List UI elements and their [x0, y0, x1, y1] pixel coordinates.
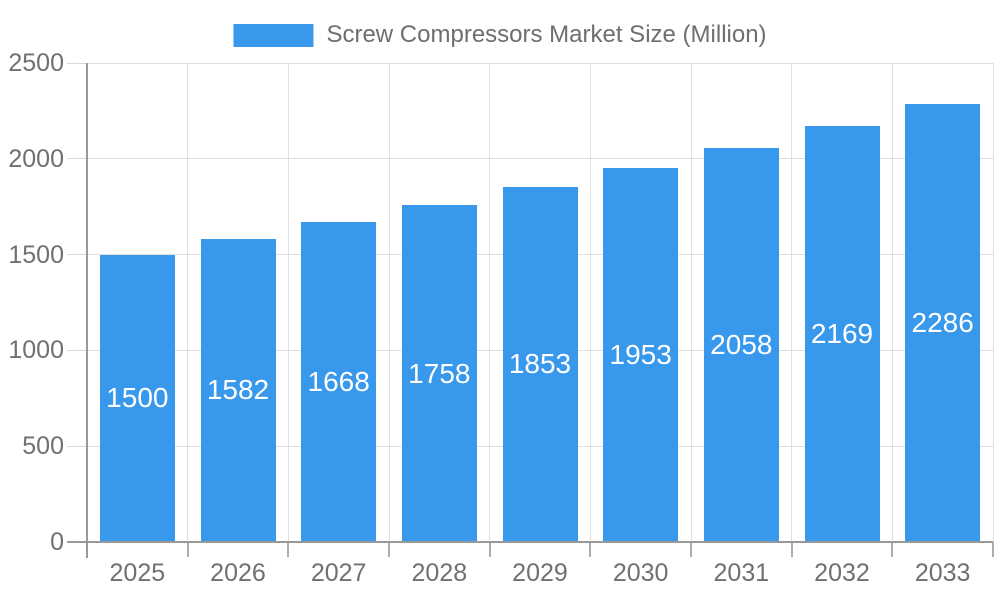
bar-value-label: 1853 [508, 348, 572, 380]
x-tick [186, 542, 189, 557]
gridline-v [589, 63, 591, 542]
bar-value-label: 2169 [810, 318, 874, 350]
gridline-v [388, 63, 390, 542]
legend-item[interactable]: Screw Compressors Market Size (Million) [233, 21, 767, 49]
y-tick-label: 0 [50, 528, 64, 556]
gridline-v [992, 63, 994, 542]
x-tick [891, 542, 894, 557]
bar-value-label: 1500 [106, 382, 169, 414]
x-tick-label: 2027 [310, 559, 367, 587]
gridline-h [87, 62, 993, 64]
y-tick-label: 1000 [8, 336, 64, 365]
x-tick [790, 542, 793, 557]
gridline-v [489, 63, 491, 542]
x-tick-label: 2033 [914, 559, 971, 587]
x-tick [589, 542, 592, 557]
gridline-v [791, 63, 793, 542]
x-tick [287, 542, 290, 557]
bar: 1953 [603, 167, 679, 542]
y-axis-line [86, 63, 88, 558]
bar-value-label: 2286 [911, 306, 974, 338]
x-tick [488, 542, 491, 557]
y-tick [67, 62, 87, 64]
x-tick [388, 542, 390, 557]
bar-value-label: 2058 [710, 328, 773, 360]
bar: 2286 [905, 104, 981, 542]
y-tick [67, 254, 87, 256]
bar: 2058 [703, 147, 779, 542]
y-tick-label: 500 [22, 432, 64, 461]
bar: 1853 [502, 186, 578, 542]
y-tick-label: 2000 [8, 144, 64, 173]
bar: 1668 [301, 222, 377, 542]
gridline-v [287, 63, 289, 542]
y-tick [67, 445, 87, 447]
gridline-h [87, 158, 993, 160]
x-axis-line [67, 541, 993, 543]
bar-value-label: 1953 [609, 338, 672, 370]
bar: 1500 [99, 254, 175, 542]
x-tick-label: 2025 [109, 559, 166, 587]
y-tick [67, 158, 87, 160]
gridline-v [187, 63, 189, 542]
bar: 1758 [401, 205, 477, 542]
bar: 1582 [200, 238, 276, 542]
x-tick-label: 2026 [210, 559, 266, 587]
y-tick-label: 2500 [8, 49, 64, 77]
bar: 2169 [804, 126, 880, 542]
bar-value-label: 1668 [307, 366, 370, 398]
x-tick [992, 542, 994, 557]
bar-value-label: 1582 [206, 374, 270, 406]
legend-label: Screw Compressors Market Size (Million) [326, 21, 767, 48]
gridline-v [891, 63, 893, 542]
x-tick-label: 2030 [612, 559, 669, 587]
x-tick-label: 2028 [411, 559, 468, 587]
x-tick [690, 542, 692, 557]
gridline-v [690, 63, 692, 542]
y-tick-label: 1500 [8, 240, 64, 269]
bar-value-label: 1758 [408, 357, 471, 389]
y-tick [67, 349, 87, 351]
x-tick-label: 2029 [512, 559, 568, 587]
x-tick-label: 2032 [814, 559, 870, 587]
legend-swatch [233, 23, 314, 47]
x-tick-label: 2031 [713, 559, 770, 587]
